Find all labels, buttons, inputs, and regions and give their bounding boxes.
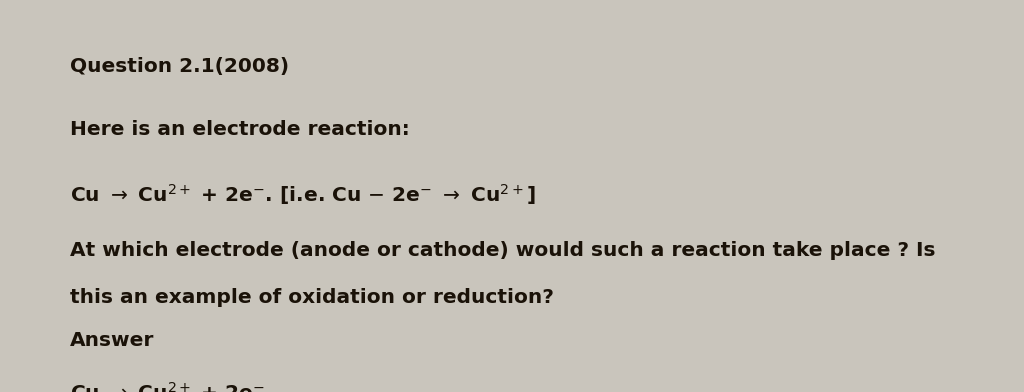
Text: Question 2.1(2008): Question 2.1(2008) [70,57,289,76]
Text: Here is an electrode reaction:: Here is an electrode reaction: [70,120,410,138]
Text: this an example of oxidation or reduction?: this an example of oxidation or reductio… [70,288,554,307]
Text: Answer: Answer [70,331,154,350]
Text: Cu $\rightarrow$ Cu$^{2+}$ + 2e$^{-}$: Cu $\rightarrow$ Cu$^{2+}$ + 2e$^{-}$ [70,382,264,392]
Text: Cu $\rightarrow$ Cu$^{2+}$ + 2e$^{-}$. [i.e. Cu $-$ 2e$^{-}$ $\rightarrow$ Cu$^{: Cu $\rightarrow$ Cu$^{2+}$ + 2e$^{-}$. [… [70,182,536,207]
Text: At which electrode (anode or cathode) would such a reaction take place ? Is: At which electrode (anode or cathode) wo… [70,241,935,260]
